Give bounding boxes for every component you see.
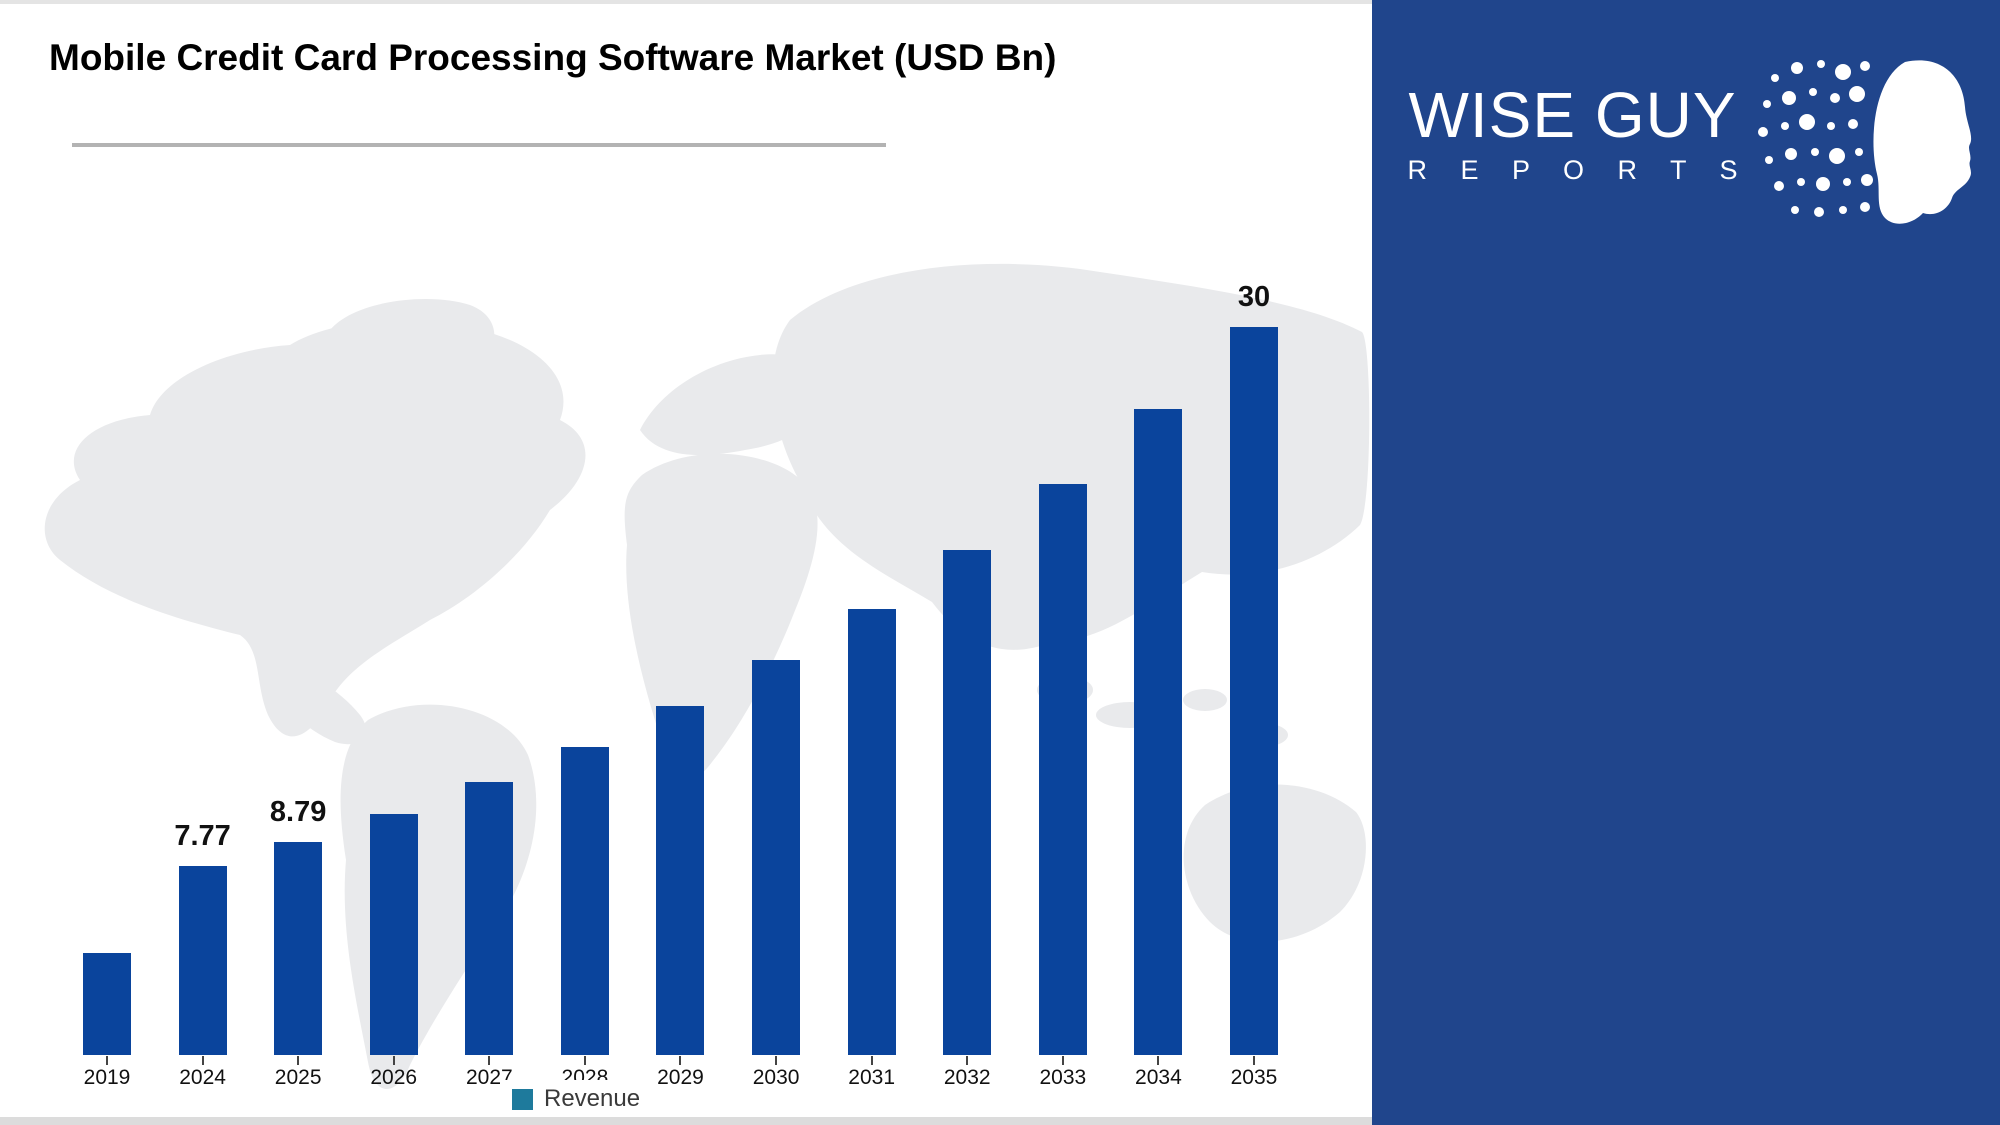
- x-axis-tick: [1157, 1056, 1160, 1065]
- x-axis-tick: [775, 1056, 778, 1065]
- top-border-strip: [0, 0, 1372, 4]
- chart-title: Mobile Credit Card Processing Software M…: [49, 37, 1057, 78]
- bar-2030: [752, 660, 801, 1055]
- bar-2027: [465, 782, 514, 1055]
- bar-2029: [656, 706, 705, 1055]
- x-axis-tick: [106, 1056, 108, 1065]
- x-axis-tick: [392, 1056, 395, 1065]
- bar-2028: [560, 747, 609, 1055]
- x-axis-tick: [679, 1056, 682, 1065]
- x-tick-label-2026: 2026: [370, 1066, 418, 1089]
- brand-panel: WISE GUY R E P O R T S: [1372, 0, 2000, 1125]
- bar-2026: [369, 814, 418, 1055]
- x-tick-label-2025: 2025: [274, 1066, 322, 1089]
- x-tick-label-2024: 2024: [179, 1066, 226, 1089]
- title-underline: [72, 143, 886, 147]
- bar-2024: [178, 866, 227, 1055]
- x-axis-tick: [1061, 1056, 1064, 1065]
- legend-swatch-revenue: [512, 1088, 533, 1110]
- head-profile-dots-icon: [1757, 60, 1971, 224]
- bar-value-label-2025: 8.79: [269, 796, 327, 828]
- bar-2032: [943, 550, 992, 1055]
- x-axis-tick: [297, 1056, 300, 1065]
- x-tick-label-2034: 2034: [1135, 1066, 1182, 1089]
- x-axis-tick: [966, 1056, 969, 1065]
- wiseguy-logo: WISE GUY R E P O R T S: [1372, 52, 2000, 242]
- bar-2031: [847, 609, 896, 1055]
- x-tick-label-2035: 2035: [1230, 1066, 1278, 1089]
- bottom-border-strip: [0, 1117, 1372, 1125]
- x-tick-label-2029: 2029: [657, 1066, 704, 1089]
- x-axis-tick: [870, 1056, 873, 1065]
- x-axis-tick: [1252, 1056, 1255, 1065]
- x-axis-tick: [201, 1056, 204, 1065]
- bar-2035: [1229, 327, 1278, 1055]
- x-tick-label-2030: 2030: [752, 1066, 800, 1089]
- logo-title: WISE GUY: [1408, 79, 1737, 151]
- wiseguy-logo-text: WISE GUY R E P O R T S: [1394, 79, 1751, 186]
- x-tick-label-2033: 2033: [1039, 1066, 1087, 1089]
- bar-2034: [1134, 409, 1183, 1055]
- bar-value-label-2024: 7.77: [174, 820, 231, 852]
- x-axis-tick: [488, 1056, 491, 1065]
- x-axis-tick: [583, 1056, 586, 1065]
- chart-area: Mobile Credit Card Processing Software M…: [0, 0, 1372, 1125]
- x-tick-label-2027: 2027: [465, 1066, 513, 1089]
- bar-2033: [1038, 484, 1087, 1055]
- legend-label-revenue: Revenue: [544, 1085, 641, 1112]
- x-tick-label-2019: 2019: [83, 1066, 131, 1089]
- chart-legend: Revenue: [502, 1080, 653, 1118]
- bar-2025: [274, 842, 323, 1055]
- x-tick-label-2031: 2031: [848, 1066, 896, 1089]
- logo-subtitle: R E P O R T S: [1407, 155, 1751, 186]
- bar-value-label-2035: 30: [1237, 281, 1271, 313]
- x-tick-label-2032: 2032: [943, 1066, 991, 1089]
- bar-2019: [83, 953, 131, 1055]
